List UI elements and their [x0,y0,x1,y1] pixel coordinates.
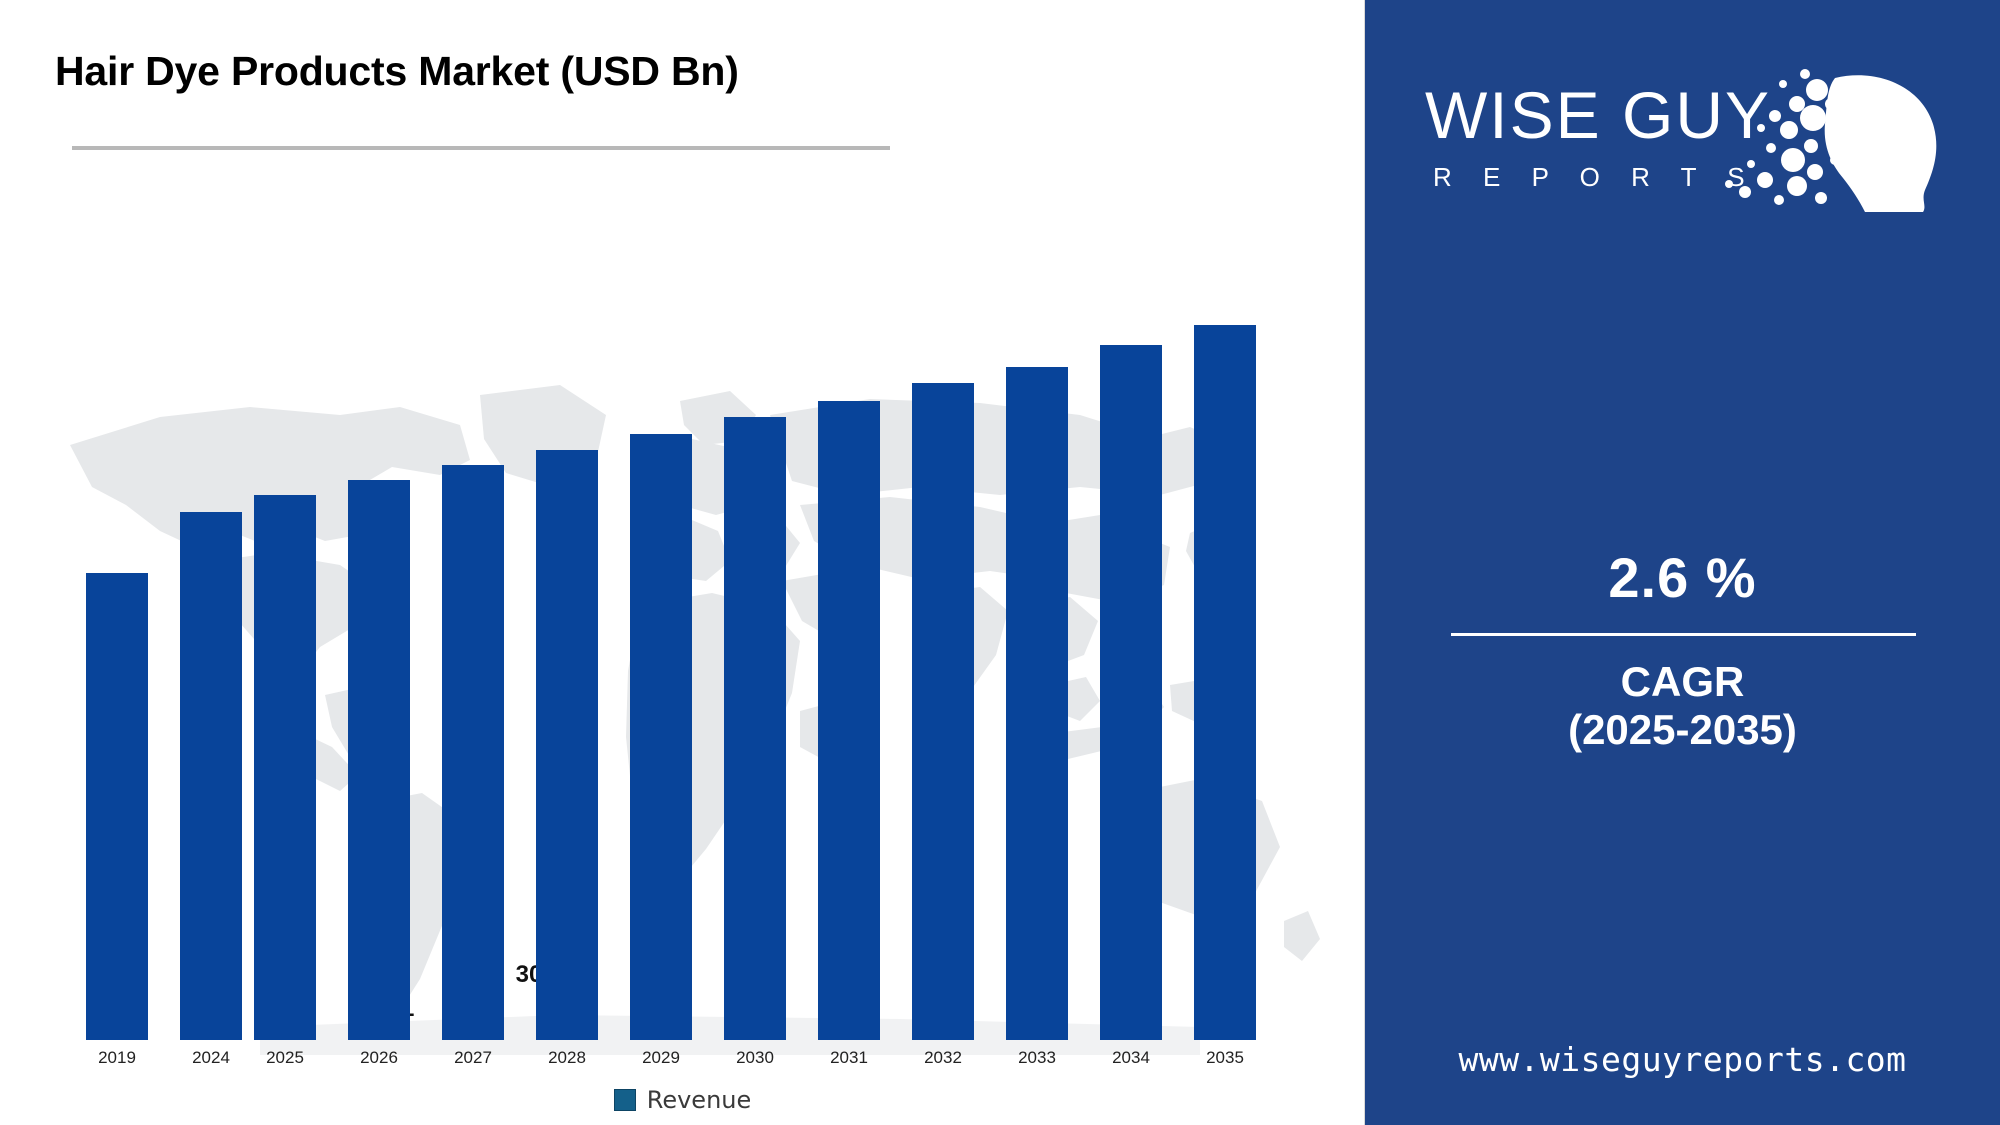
bar-2029[interactable] [630,434,692,1040]
cagr-label: CAGR (2025-2035) [1365,658,2000,755]
bar-group [1100,345,1162,1040]
x-tick-2028: 2028 [548,1048,586,1067]
bar-2034[interactable] [1100,345,1162,1040]
bar-2027[interactable] [442,465,504,1040]
bar-2033[interactable] [1006,367,1068,1040]
x-tick-2031: 2031 [830,1048,868,1067]
website-url[interactable]: www.wiseguyreports.com [1458,1040,1907,1079]
title-divider [72,146,890,150]
legend-swatch-icon [613,1089,636,1111]
bar-group: 30.9 [254,495,562,1040]
legend-label-revenue: Revenue [646,1086,752,1114]
bar-2025[interactable] [254,495,316,1040]
bar-2032[interactable] [912,383,974,1040]
bar-2026[interactable] [348,480,410,1040]
x-tick-2030: 2030 [736,1048,774,1067]
bar-2019[interactable] [86,573,148,1040]
bar-group [348,480,410,1040]
chart-panel: Hair Dye Products Market (USD Bn) [0,0,1365,1125]
x-tick-2026: 2026 [360,1048,398,1067]
bar-group [536,450,598,1040]
x-tick-2034: 2034 [1112,1048,1150,1067]
x-tick-2019: 2019 [98,1048,136,1067]
bar-group [86,573,148,1040]
bar-group [630,434,692,1040]
cagr-label-line2: (2025-2035) [1568,706,1797,754]
cagr-divider [1451,633,1916,636]
x-tick-2024: 2024 [192,1048,230,1067]
svg-text:R E P O R T S: R E P O R T S [1433,162,1757,192]
bar-group: 40 [1194,325,1256,1040]
brand-panel: WISE GUY R E P O R T S [1365,0,2000,1125]
bar-group [724,417,786,1040]
x-tick-2027: 2027 [454,1048,492,1067]
bar-group: 30.1 [180,512,414,1040]
bar-group [1006,367,1068,1040]
x-axis: 2019 2024 2025 2026 2027 2028 2029 2030 … [0,1048,1364,1082]
bar-group [912,383,974,1040]
x-tick-2029: 2029 [642,1048,680,1067]
bar-2031[interactable] [818,401,880,1040]
bar-group [442,465,504,1040]
svg-text:WISE GUY: WISE GUY [1425,78,1771,152]
page-title: Hair Dye Products Market (USD Bn) [55,48,739,94]
wiseguy-reports-logo-icon[interactable]: WISE GUY R E P O R T S [1365,60,2000,220]
cagr-value: 2.6 % [1608,546,1757,609]
x-tick-2035: 2035 [1206,1048,1244,1067]
x-tick-2033: 2033 [1018,1048,1056,1067]
bar-2024[interactable] [180,512,242,1040]
bar-plot-area: 30.1 30.9 [86,325,1256,1040]
bar-group [818,401,880,1040]
x-tick-2032: 2032 [924,1048,962,1067]
bar-2035[interactable] [1194,325,1256,1040]
bar-2028[interactable] [536,450,598,1040]
cagr-label-line1: CAGR [1620,658,1745,705]
chart-legend: Revenue [0,1086,1364,1114]
bar-2030[interactable] [724,417,786,1040]
x-tick-2025: 2025 [266,1048,304,1067]
